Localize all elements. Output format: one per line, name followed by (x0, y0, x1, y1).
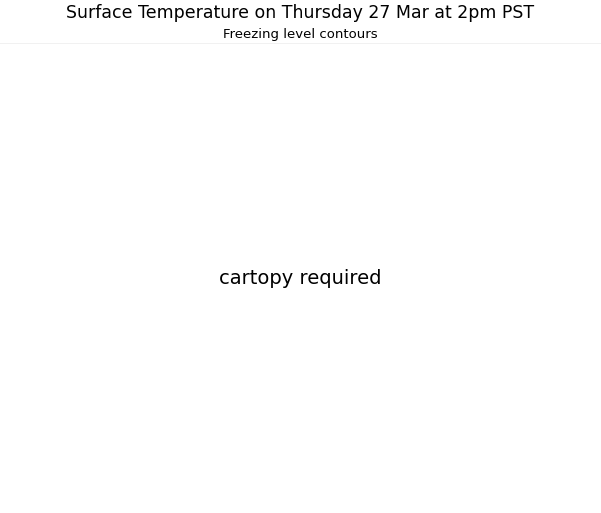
Text: cartopy required: cartopy required (219, 269, 382, 288)
Text: Freezing level contours: Freezing level contours (223, 28, 378, 41)
Text: Surface Temperature on Thursday 27 Mar at 2pm PST: Surface Temperature on Thursday 27 Mar a… (67, 4, 534, 22)
